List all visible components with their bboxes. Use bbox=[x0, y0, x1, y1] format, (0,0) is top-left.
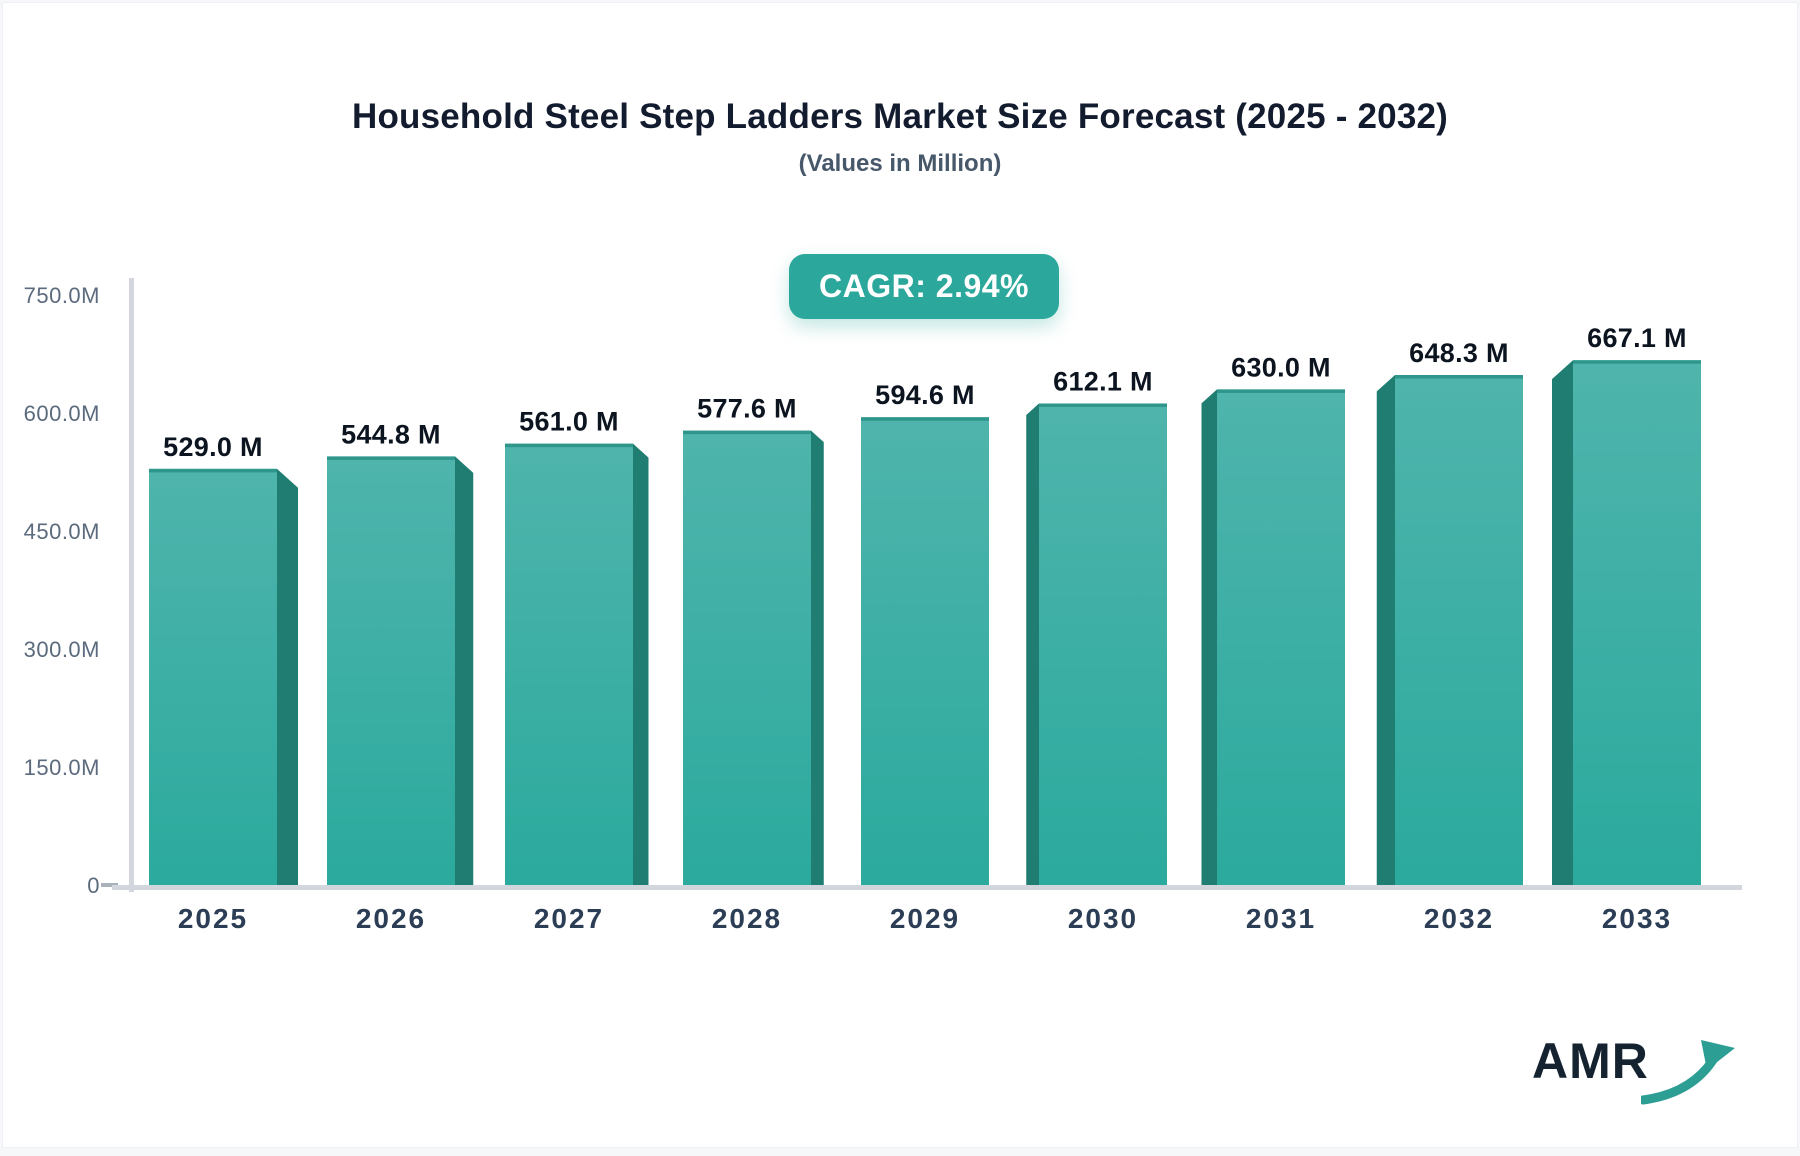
bar-side-2025 bbox=[277, 468, 298, 887]
bar-2030[interactable] bbox=[1039, 403, 1167, 887]
bar-side-2030 bbox=[1026, 403, 1039, 887]
chart-subtitle: (Values in Million) bbox=[798, 150, 1002, 177]
bar-top-edge-2025 bbox=[149, 468, 277, 473]
bar-value-label-2031: 630.0 M bbox=[1231, 352, 1331, 382]
y-tick-label-5: 750.0M bbox=[24, 283, 100, 308]
y-tick-label-1: 150.0M bbox=[24, 755, 100, 780]
bar-side-2028 bbox=[811, 430, 824, 887]
bar-value-label-2033: 667.1 M bbox=[1587, 323, 1687, 353]
bar-value-label-2028: 577.6 M bbox=[697, 394, 797, 424]
bar-top-edge-2033 bbox=[1573, 360, 1701, 364]
bar-2026[interactable] bbox=[327, 456, 455, 887]
bar-side-2032 bbox=[1376, 375, 1395, 887]
x-axis-label-2032: 2032 bbox=[1424, 903, 1494, 934]
y-tick-label-3: 450.0M bbox=[24, 519, 100, 544]
bar-2028[interactable] bbox=[683, 430, 811, 887]
x-axis-label-2030: 2030 bbox=[1068, 903, 1138, 934]
bar-value-label-2030: 612.1 M bbox=[1053, 366, 1153, 396]
bar-2031[interactable] bbox=[1217, 389, 1345, 887]
cagr-badge-label: CAGR: 2.94% bbox=[819, 268, 1029, 304]
amr-logo: AMR bbox=[1532, 1036, 1737, 1108]
bar-2027[interactable] bbox=[505, 443, 633, 887]
bar-top-edge-2031 bbox=[1217, 389, 1345, 393]
bar-2029[interactable] bbox=[861, 417, 989, 887]
bar-value-label-2025: 529.0 M bbox=[163, 432, 263, 462]
bar-top-edge-2028 bbox=[683, 430, 811, 435]
x-axis-label-2029: 2029 bbox=[890, 903, 960, 934]
x-axis-label-2026: 2026 bbox=[356, 903, 426, 934]
bar-top-edge-2027 bbox=[505, 443, 633, 448]
y-tick-label-0: 0 bbox=[87, 873, 100, 898]
chart-title: Household Steel Step Ladders Market Size… bbox=[351, 97, 1449, 136]
bar-value-label-2032: 648.3 M bbox=[1409, 338, 1509, 368]
bar-value-label-2029: 594.6 M bbox=[875, 380, 975, 410]
x-axis-label-2031: 2031 bbox=[1246, 903, 1316, 934]
x-axis-label-2028: 2028 bbox=[712, 903, 782, 934]
bar-value-label-2026: 544.8 M bbox=[341, 419, 441, 449]
zero-tick-mark bbox=[101, 883, 118, 887]
bar-top-edge-2032 bbox=[1395, 375, 1523, 379]
bar-side-2031 bbox=[1201, 389, 1217, 887]
y-tick-label-2: 300.0M bbox=[24, 637, 100, 662]
x-axis-label-2027: 2027 bbox=[534, 903, 604, 934]
bar-2032[interactable] bbox=[1395, 375, 1523, 887]
bar-side-2026 bbox=[455, 456, 474, 887]
bar-top-edge-2029 bbox=[861, 417, 989, 421]
x-axis-line bbox=[112, 885, 1742, 890]
amr-logo-text: AMR bbox=[1532, 1033, 1649, 1089]
bar-side-2027 bbox=[633, 443, 649, 887]
bar-top-edge-2026 bbox=[327, 456, 455, 460]
x-axis-label-2025: 2025 bbox=[178, 903, 248, 934]
x-axis-label-2033: 2033 bbox=[1602, 903, 1672, 934]
bar-2025[interactable] bbox=[149, 468, 277, 887]
bar-2033[interactable] bbox=[1573, 360, 1701, 887]
y-axis-line bbox=[129, 278, 134, 892]
cagr-badge: CAGR: 2.94% bbox=[789, 254, 1059, 319]
bar-side-2033 bbox=[1552, 360, 1573, 887]
bar-top-edge-2030 bbox=[1039, 403, 1167, 407]
y-tick-label-4: 600.0M bbox=[24, 401, 100, 426]
growth-arrow-icon bbox=[1640, 1040, 1735, 1105]
bar-value-label-2027: 561.0 M bbox=[519, 407, 619, 437]
